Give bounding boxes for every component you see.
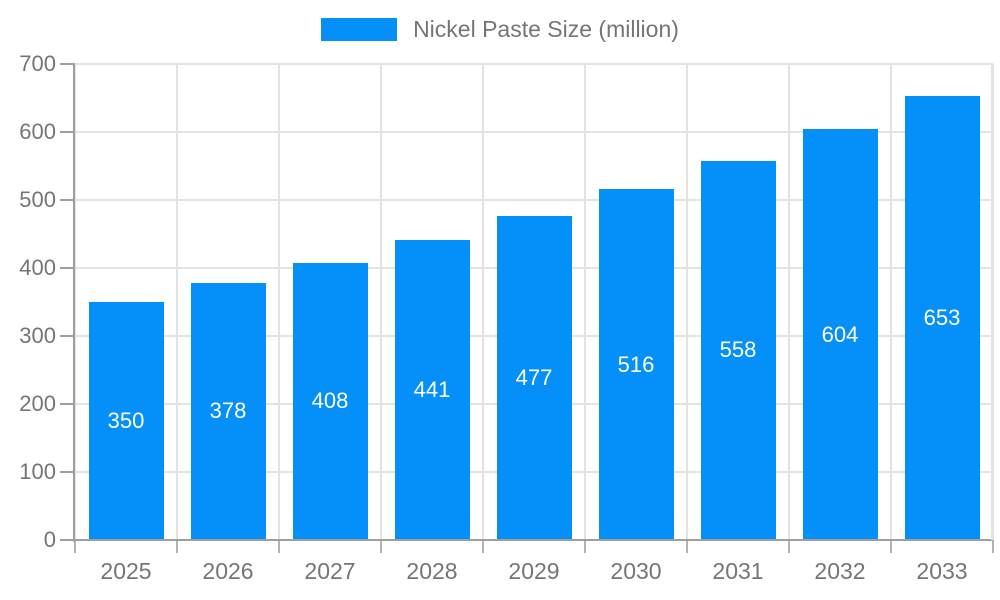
x-axis-tick [992, 540, 994, 553]
x-axis-label: 2028 [406, 558, 458, 584]
y-axis-tick-label: 500 [19, 187, 56, 212]
x-axis-label: 2026 [202, 558, 254, 584]
y-axis-tick [60, 471, 75, 473]
y-axis-tick-label: 100 [19, 459, 56, 484]
x-axis-label: 2027 [304, 558, 356, 584]
bar [496, 215, 572, 539]
bar [802, 129, 878, 539]
y-axis-tick [60, 403, 75, 405]
x-gridline [788, 64, 790, 540]
legend-label: Nickel Paste Size (million) [413, 16, 679, 42]
x-gridline [890, 64, 892, 540]
bar-value-label: 477 [515, 364, 553, 390]
x-gridline [686, 64, 688, 540]
x-axis-tick [278, 540, 280, 553]
bar-value-label: 653 [923, 304, 961, 330]
x-axis-tick [788, 540, 790, 553]
bar [598, 189, 674, 539]
bar [190, 282, 266, 539]
x-axis-tick [176, 540, 178, 553]
bar [700, 160, 776, 539]
bar-value-label: 408 [311, 388, 349, 414]
x-axis-line [73, 539, 993, 541]
y-axis-tick [60, 131, 75, 133]
bar [904, 95, 980, 539]
bar-value-label: 441 [413, 377, 451, 403]
x-axis-label: 2031 [712, 558, 764, 584]
bar-value-label: 604 [821, 321, 859, 347]
bar-value-label: 558 [719, 337, 757, 363]
y-axis-tick-label: 600 [19, 119, 56, 144]
x-gridline [584, 64, 586, 540]
bar [88, 302, 164, 539]
x-axis-label: 2025 [100, 558, 152, 584]
y-axis-tick-label: 400 [19, 255, 56, 280]
x-gridline [176, 64, 178, 540]
plot-right-border [991, 64, 993, 540]
y-axis-line [73, 64, 75, 542]
x-axis-tick [584, 540, 586, 553]
y-gridline [75, 63, 993, 65]
bar-value-label: 516 [617, 351, 655, 377]
y-axis-tick [60, 267, 75, 269]
x-axis-tick [74, 540, 76, 553]
x-gridline [380, 64, 382, 540]
y-axis-tick [60, 539, 75, 541]
x-gridline [482, 64, 484, 540]
x-axis-label: 2030 [610, 558, 662, 584]
y-axis-tick [60, 63, 75, 65]
bar [292, 262, 368, 539]
legend-item[interactable]: Nickel Paste Size (million) [0, 16, 1000, 43]
y-axis-tick [60, 335, 75, 337]
bar [394, 240, 470, 539]
bar-value-label: 350 [107, 408, 145, 433]
x-axis-label: 2032 [814, 558, 866, 584]
x-axis-tick [890, 540, 892, 553]
x-axis-tick [482, 540, 484, 553]
y-axis-tick-label: 0 [43, 527, 56, 552]
y-axis-tick [60, 199, 75, 201]
x-axis-tick [380, 540, 382, 553]
y-axis-tick-label: 700 [19, 51, 56, 76]
bar-value-label: 378 [209, 398, 247, 424]
y-axis-tick-label: 300 [19, 323, 56, 348]
x-gridline [278, 64, 280, 540]
y-axis-tick-label: 200 [19, 391, 56, 416]
x-axis-label: 2033 [916, 558, 968, 584]
x-axis-label: 2029 [508, 558, 560, 584]
legend-swatch [321, 18, 398, 41]
x-axis-tick [686, 540, 688, 553]
